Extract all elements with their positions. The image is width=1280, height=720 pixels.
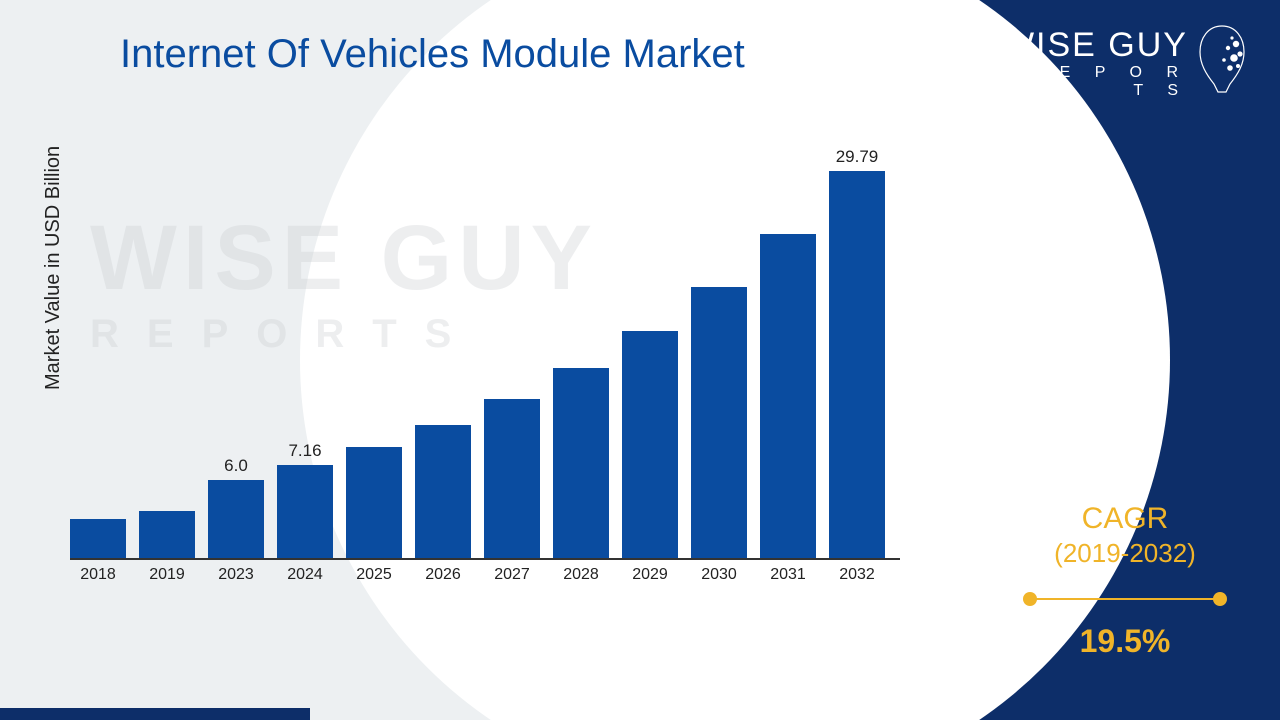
cagr-block: CAGR (2019-2032) 19.5% — [1000, 502, 1250, 660]
bar — [622, 331, 678, 558]
logo-head-icon — [1194, 24, 1250, 94]
logo-text-main: WISE GUY — [990, 28, 1188, 62]
y-axis-label: Market Value in USD Billion — [42, 146, 65, 390]
bar — [760, 234, 816, 558]
x-tick-label: 2023 — [208, 566, 264, 584]
x-tick-label: 2028 — [553, 566, 609, 584]
cagr-title: CAGR — [1000, 502, 1250, 536]
x-tick-label: 2018 — [70, 566, 126, 584]
bar — [346, 447, 402, 558]
bar-value-label: 6.0 — [208, 456, 264, 476]
cagr-dot-right-icon — [1213, 592, 1227, 606]
x-tick-label: 2024 — [277, 566, 333, 584]
chart-title: Internet Of Vehicles Module Market — [120, 32, 745, 77]
bar — [691, 287, 747, 558]
bar — [415, 425, 471, 558]
x-tick-label: 2031 — [760, 566, 816, 584]
cagr-value: 19.5% — [1000, 623, 1250, 660]
cagr-range: (2019-2032) — [1000, 538, 1250, 569]
brand-logo: WISE GUY R E P O R T S — [990, 28, 1250, 100]
x-tick-label: 2032 — [829, 566, 885, 584]
x-tick-label: 2019 — [139, 566, 195, 584]
bar — [553, 368, 609, 558]
bar-value-label: 7.16 — [277, 441, 333, 461]
bar — [139, 511, 195, 558]
bar — [70, 519, 126, 558]
bar-value-label: 29.79 — [829, 147, 885, 167]
bar — [208, 480, 264, 558]
cagr-dot-left-icon — [1023, 592, 1037, 606]
bar — [484, 399, 540, 558]
x-tick-label: 2026 — [415, 566, 471, 584]
plot-area: 201820196.020237.16202420252026202720282… — [70, 170, 900, 560]
x-tick-label: 2029 — [622, 566, 678, 584]
chart-canvas: WISE GUY R E P O R T S Internet Of Vehic… — [0, 0, 1280, 720]
cagr-divider — [1030, 587, 1220, 611]
cagr-line-track — [1030, 598, 1220, 600]
footer-accent-bar — [0, 708, 310, 720]
logo-text-sub: R E P O R T S — [990, 64, 1188, 100]
x-tick-label: 2027 — [484, 566, 540, 584]
x-tick-label: 2025 — [346, 566, 402, 584]
bar — [829, 171, 885, 558]
x-tick-label: 2030 — [691, 566, 747, 584]
bar-chart: 2018 2019 6.0 2023 7.16 2024 2025 2026 2027 2028 2… — [70, 170, 900, 590]
bar — [277, 465, 333, 558]
